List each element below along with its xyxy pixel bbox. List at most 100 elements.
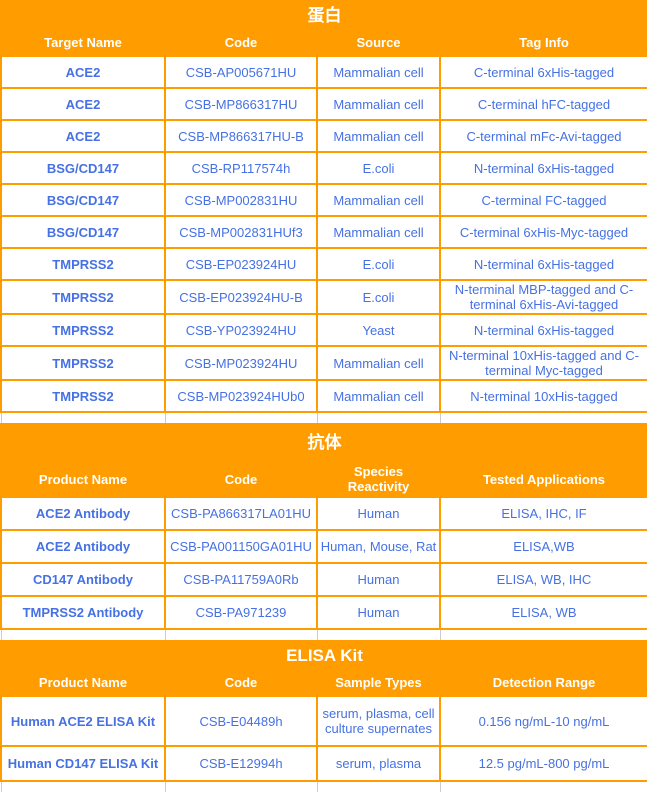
table-row: ACE2 CSB-MP866317HU-B Mammalian cell C-term… — [0, 119, 647, 153]
cell: ACE2 Antibody — [0, 496, 166, 531]
cell: CSB-PA971239 — [164, 595, 318, 630]
column-header: Code — [164, 669, 318, 697]
cell: CSB-PA866317LA01HU — [164, 496, 318, 531]
cell: CSB-MP023924HUb0 — [164, 379, 318, 413]
cell: C-terminal 6xHis-Myc-tagged — [439, 215, 647, 249]
protein-table: 蛋白 Target Name Code Source Tag Info ACE2 CSB-A… — [0, 0, 647, 423]
column-header: Code — [164, 29, 318, 57]
cell: ELISA, IHC, IF — [439, 496, 647, 531]
cell: Human ACE2 ELISA Kit — [0, 695, 166, 747]
elisa-kit-table: ELISA Kit Product Name Code Sample Types Det… — [0, 640, 647, 792]
cell: N-terminal 6xHis-tagged — [439, 313, 647, 347]
cell: 0.156 ng/mL-10 ng/mL — [438, 695, 647, 747]
spacer-cell — [439, 781, 647, 792]
column-header: Source — [316, 29, 441, 57]
cell: TMPRSS2 — [0, 345, 166, 381]
table-title-row: 蛋白 — [0, 0, 647, 31]
cell: serum, plasma — [316, 745, 441, 782]
table-row: ACE2 CSB-MP866317HU Mammalian cell C-termin… — [0, 87, 647, 121]
column-header-row: Product Name Code Species Reactivity Tested… — [0, 460, 647, 498]
spacer-cell — [439, 629, 647, 640]
cell: CSB-MP866317HU-B — [164, 119, 318, 153]
spacer-row — [0, 629, 647, 640]
cell: Human CD147 ELISA Kit — [0, 745, 166, 782]
table-title-row: 抗体 — [0, 423, 647, 462]
cell: Yeast — [316, 313, 441, 347]
cell: ACE2 — [0, 87, 166, 121]
cell: CSB-EP023924HU-B — [164, 279, 318, 315]
cell: Mammalian cell — [316, 87, 441, 121]
table-row: ACE2 Antibody CSB-PA866317LA01HU Human ELIS… — [0, 496, 647, 531]
cell: CSB-MP002831HUf3 — [164, 215, 318, 249]
cell: C-terminal 6xHis-tagged — [439, 55, 647, 89]
column-header-row: Target Name Code Source Tag Info — [0, 29, 647, 57]
column-header: Target Name — [0, 29, 166, 57]
cell: CSB-RP117574h — [164, 151, 318, 185]
cell: N-terminal 10xHis-tagged and C-terminal … — [439, 345, 647, 381]
cell: CSB-MP023924HU — [164, 345, 318, 381]
cell: Human — [316, 496, 441, 531]
cell: TMPRSS2 — [0, 313, 166, 347]
table-title-row: ELISA Kit — [0, 640, 647, 671]
table-row: ACE2 CSB-AP005671HU Mammalian cell C-termin… — [0, 55, 647, 89]
cell: CD147 Antibody — [0, 562, 166, 597]
cell: E.coli — [316, 247, 441, 281]
cell: C-terminal mFc-Avi-tagged — [439, 119, 647, 153]
cell: CSB-AP005671HU — [164, 55, 318, 89]
spacer-cell — [164, 629, 318, 640]
spacer-cell — [316, 781, 441, 792]
cell: TMPRSS2 — [0, 279, 166, 315]
spacer-cell — [164, 412, 318, 423]
cell: BSG/CD147 — [0, 151, 166, 185]
cell: CSB-EP023924HU — [164, 247, 318, 281]
spacer-cell — [0, 412, 166, 423]
cell: CSB-E04489h — [164, 695, 318, 747]
cell: BSG/CD147 — [0, 183, 166, 217]
spacer-cell — [0, 781, 166, 792]
cell: Mammalian cell — [316, 215, 441, 249]
cell: N-terminal 6xHis-tagged — [439, 151, 647, 185]
table-title: 抗体 — [0, 423, 647, 462]
cell: Mammalian cell — [316, 183, 441, 217]
cell: E.coli — [316, 151, 441, 185]
cell: 12.5 pg/mL-800 pg/mL — [438, 745, 647, 782]
cell: N-terminal MBP-tagged and C-terminal 6xH… — [439, 279, 647, 315]
table-row: TMPRSS2 Antibody CSB-PA971239 Human ELISA, … — [0, 595, 647, 630]
cell: N-terminal 6xHis-tagged — [439, 247, 647, 281]
column-header: Product Name — [0, 669, 166, 697]
spacer-cell — [0, 629, 166, 640]
table-row: BSG/CD147 CSB-MP002831HUf3 Mammalian cell C… — [0, 215, 647, 249]
table-row: TMPRSS2 CSB-EP023924HU-B E.coli N-terminal … — [0, 279, 647, 315]
cell: ACE2 — [0, 119, 166, 153]
table-row: Human CD147 ELISA Kit CSB-E12994h serum, p… — [0, 745, 647, 782]
antibody-table: 抗体 Product Name Code Species Reactivity Test… — [0, 423, 647, 640]
cell: ELISA,WB — [439, 529, 647, 564]
cell: CSB-MP002831HU — [164, 183, 318, 217]
cell: BSG/CD147 — [0, 215, 166, 249]
spacer-cell — [164, 781, 318, 792]
cell: Human, Mouse, Rat — [316, 529, 441, 564]
cell: TMPRSS2 — [0, 379, 166, 413]
cell: Mammalian cell — [316, 55, 441, 89]
cell: CSB-YP023924HU — [164, 313, 318, 347]
cell: CSB-PA11759A0Rb — [164, 562, 318, 597]
column-header: Sample Types — [316, 669, 441, 697]
table-row: BSG/CD147 CSB-RP117574h E.coli N-terminal 6… — [0, 151, 647, 185]
cell: CSB-PA001150GA01HU — [164, 529, 318, 564]
cell: C-terminal FC-tagged — [439, 183, 647, 217]
column-header: Product Name — [0, 460, 166, 498]
table-row: TMPRSS2 CSB-MP023924HUb0 Mammalian cell N-t… — [0, 379, 647, 413]
table-row: TMPRSS2 CSB-MP023924HU Mammalian cell N-ter… — [0, 345, 647, 381]
table-row: TMPRSS2 CSB-EP023924HU E.coli N-terminal 6x… — [0, 247, 647, 281]
cell: ELISA, WB, IHC — [439, 562, 647, 597]
spacer-cell — [439, 412, 647, 423]
column-header: Detection Range — [438, 669, 647, 697]
cell: TMPRSS2 — [0, 247, 166, 281]
cell: ACE2 — [0, 55, 166, 89]
cell: ACE2 Antibody — [0, 529, 166, 564]
cell: serum, plasma, cell culture supernates — [316, 695, 441, 747]
cell: Human — [316, 595, 441, 630]
column-header: Tested Applications — [439, 460, 647, 498]
table-row: TMPRSS2 CSB-YP023924HU Yeast N-terminal 6xH… — [0, 313, 647, 347]
column-header-row: Product Name Code Sample Types Detection Ra… — [0, 669, 647, 697]
